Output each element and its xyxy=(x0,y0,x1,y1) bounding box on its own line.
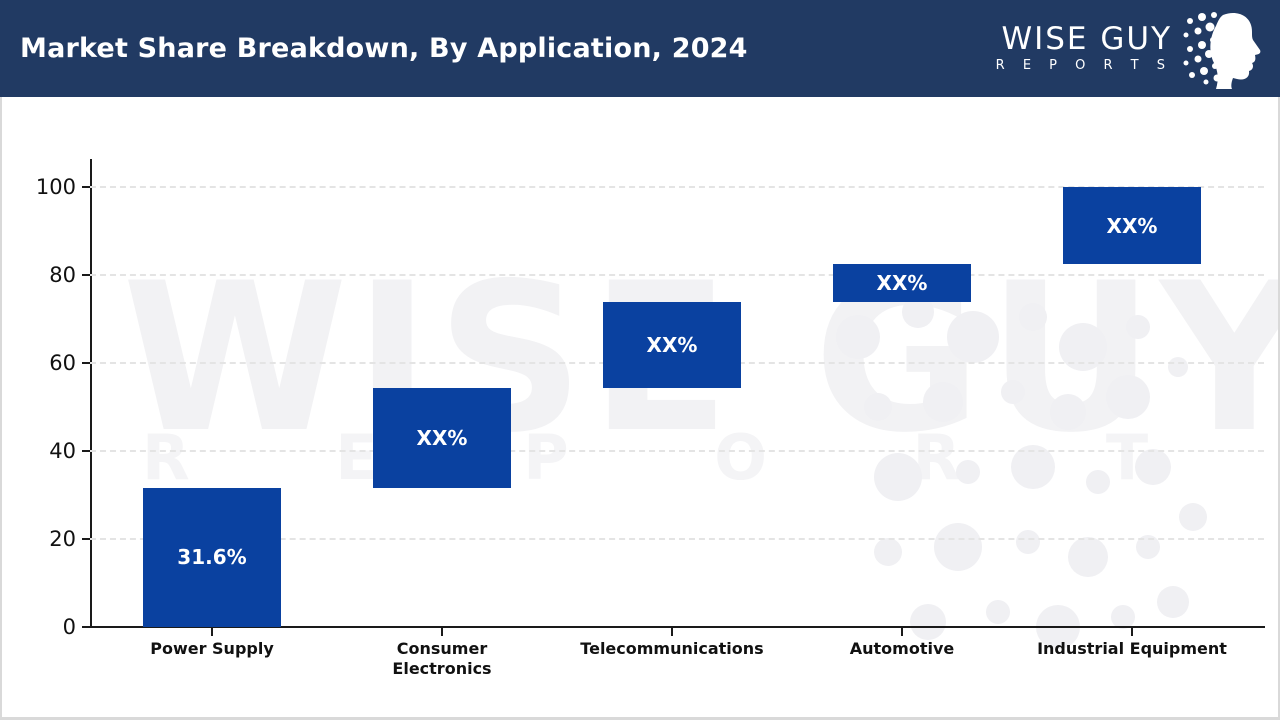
y-tick-mark-100 xyxy=(82,186,90,188)
category-label-consumer-electronics: Consumer Electronics xyxy=(392,639,492,678)
category-label-telecommunications: Telecommunications xyxy=(580,639,764,658)
brand-name: WISE GUY xyxy=(1001,21,1172,57)
x-tick-mark-automotive xyxy=(901,628,903,636)
gridline-y-40 xyxy=(90,450,1264,452)
y-tick-mark-60 xyxy=(82,362,90,364)
bar-automotive xyxy=(833,264,971,303)
y-tick-label-0: 0 xyxy=(62,615,76,639)
bar-power-supply xyxy=(143,487,281,627)
y-tick-mark-80 xyxy=(82,274,90,276)
y-tick-label-100: 100 xyxy=(35,175,76,199)
category-label-automotive: Automotive xyxy=(849,639,955,658)
header-bar: Market Share Breakdown, By Application, … xyxy=(0,0,1280,97)
chart-area: WISE GUY R E P O R T S xyxy=(0,97,1280,720)
bar-telecommunications xyxy=(603,302,741,388)
category-label-power-supply: Power Supply xyxy=(150,639,274,658)
face-profile-logo-icon xyxy=(1183,11,1261,89)
brand-wordmark: WISE GUY R E P O R T S xyxy=(995,21,1172,74)
bar-value-label-industrial-equipment: XX% xyxy=(1106,213,1158,238)
x-tick-mark-power-supply xyxy=(211,628,213,636)
x-tick-mark-industrial-equipment xyxy=(1131,628,1133,636)
brand-subtitle: R E P O R T S xyxy=(995,58,1172,73)
gridline-y-100 xyxy=(90,186,1264,188)
y-tick-mark-40 xyxy=(82,450,90,452)
bar-value-label-telecommunications: XX% xyxy=(646,332,698,357)
gridline-y-80 xyxy=(90,274,1264,276)
bar-value-label-consumer-electronics: XX% xyxy=(416,425,468,450)
bar-consumer-electronics xyxy=(373,387,511,488)
y-axis-line xyxy=(90,159,92,628)
category-label-industrial-equipment: Industrial Equipment xyxy=(1037,639,1227,658)
brand-logo: WISE GUY R E P O R T S xyxy=(996,0,1262,97)
x-axis-line xyxy=(89,626,1265,628)
bar-value-label-power-supply: 31.6% xyxy=(177,545,247,570)
y-tick-label-80: 80 xyxy=(49,263,76,287)
gridline-y-20 xyxy=(90,538,1264,540)
bar-value-label-automotive: XX% xyxy=(876,271,928,296)
page-title: Market Share Breakdown, By Application, … xyxy=(20,33,748,64)
y-tick-mark-20 xyxy=(82,538,90,540)
x-tick-mark-consumer-electronics xyxy=(441,628,443,636)
y-tick-mark-0 xyxy=(82,626,90,628)
y-tick-label-20: 20 xyxy=(49,527,76,551)
bar-industrial-equipment xyxy=(1063,187,1201,265)
y-tick-label-60: 60 xyxy=(49,351,76,375)
y-tick-label-40: 40 xyxy=(49,439,76,463)
waterfall-plot: 0 20 40 60 80 100 31.6% Power Supply XX% Consumer… xyxy=(2,97,1278,717)
x-tick-mark-telecommunications xyxy=(671,628,673,636)
